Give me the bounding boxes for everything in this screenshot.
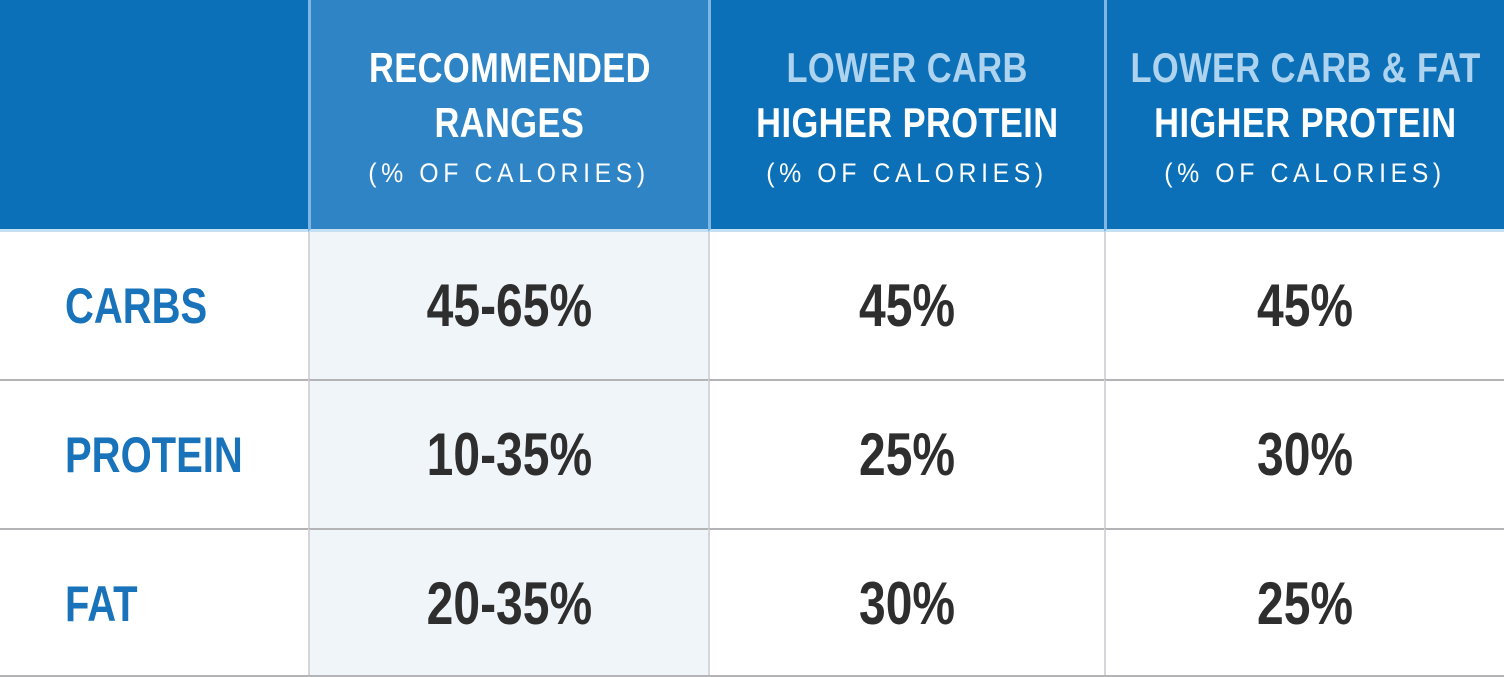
row-carbs-label: CARBS: [65, 277, 208, 334]
row-carbs-label-cell: CARBS: [0, 232, 308, 379]
header-recommended-ranges: RECOMMENDED RANGES (% OF CALORIES): [308, 0, 708, 232]
fat-lower-carb-fat-value: 25%: [1256, 570, 1354, 637]
row-fat-label-cell: FAT: [0, 528, 308, 675]
fat-lower-carb-value: 30%: [858, 570, 956, 637]
header-corner-cell: [0, 0, 308, 232]
carbs-lower-carb-cell: 45%: [708, 232, 1104, 379]
carbs-lower-carb-fat-value: 45%: [1256, 272, 1354, 339]
carbs-lower-carb-value: 45%: [858, 272, 956, 339]
carbs-recommended-cell: 45-65%: [308, 232, 708, 379]
carbs-recommended-value: 45-65%: [426, 272, 592, 339]
header-lower-carb-line2: HIGHER PROTEIN: [756, 98, 1059, 146]
header-recommended-line2: RANGES: [434, 98, 585, 146]
fat-lower-carb-fat-cell: 25%: [1104, 528, 1504, 675]
row-protein-label-cell: PROTEIN: [0, 379, 308, 528]
carbs-lower-carb-fat-cell: 45%: [1104, 232, 1504, 379]
header-lower-carb-fat: LOWER CARB & FAT HIGHER PROTEIN (% OF CA…: [1104, 0, 1504, 232]
protein-lower-carb-fat-value: 30%: [1256, 421, 1354, 488]
fat-lower-carb-cell: 30%: [708, 528, 1104, 675]
header-lower-carb-fat-line1: LOWER CARB & FAT: [1130, 43, 1481, 91]
header-lower-carb-fat-subtitle: (% OF CALORIES): [1164, 157, 1447, 188]
header-lower-carb: LOWER CARB HIGHER PROTEIN (% OF CALORIES…: [708, 0, 1104, 232]
protein-lower-carb-value: 25%: [858, 421, 956, 488]
row-protein-label: PROTEIN: [65, 426, 243, 483]
header-lower-carb-fat-line2: HIGHER PROTEIN: [1154, 98, 1457, 146]
header-lower-carb-subtitle: (% OF CALORIES): [766, 157, 1049, 188]
protein-lower-carb-fat-cell: 30%: [1104, 379, 1504, 528]
protein-recommended-value: 10-35%: [426, 421, 592, 488]
header-lower-carb-line1: LOWER CARB: [786, 43, 1029, 91]
fat-recommended-cell: 20-35%: [308, 528, 708, 675]
protein-recommended-cell: 10-35%: [308, 379, 708, 528]
fat-recommended-value: 20-35%: [426, 570, 592, 637]
row-fat-label: FAT: [65, 575, 138, 632]
header-recommended-line1: RECOMMENDED: [368, 43, 651, 91]
header-recommended-subtitle: (% OF CALORIES): [368, 157, 651, 188]
protein-lower-carb-cell: 25%: [708, 379, 1104, 528]
